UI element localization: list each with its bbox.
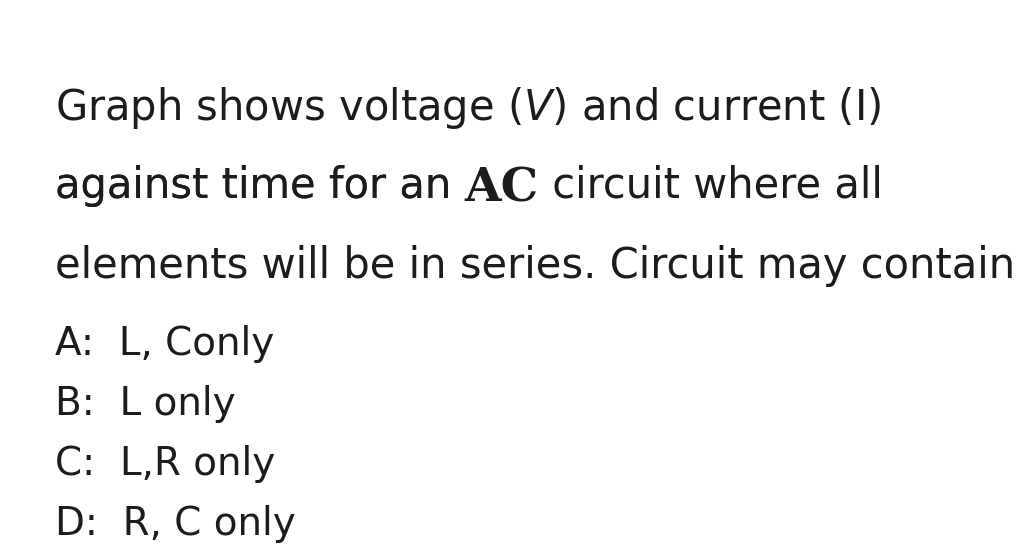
Text: against time for an: against time for an [55, 165, 465, 207]
Text: Graph shows voltage $(V)$ and current (I): Graph shows voltage $(V)$ and current (I… [55, 85, 881, 131]
Text: elements will be in series. Circuit may contain :-: elements will be in series. Circuit may … [55, 245, 1024, 287]
Text: circuit where all: circuit where all [539, 165, 883, 207]
Text: B:  L only: B: L only [55, 385, 236, 423]
Text: against time for an: against time for an [55, 165, 465, 207]
Text: A:  L, Conly: A: L, Conly [55, 325, 274, 363]
Text: C:  L,R only: C: L,R only [55, 445, 275, 483]
Text: AC: AC [465, 165, 539, 211]
Text: D:  R, C only: D: R, C only [55, 505, 296, 543]
